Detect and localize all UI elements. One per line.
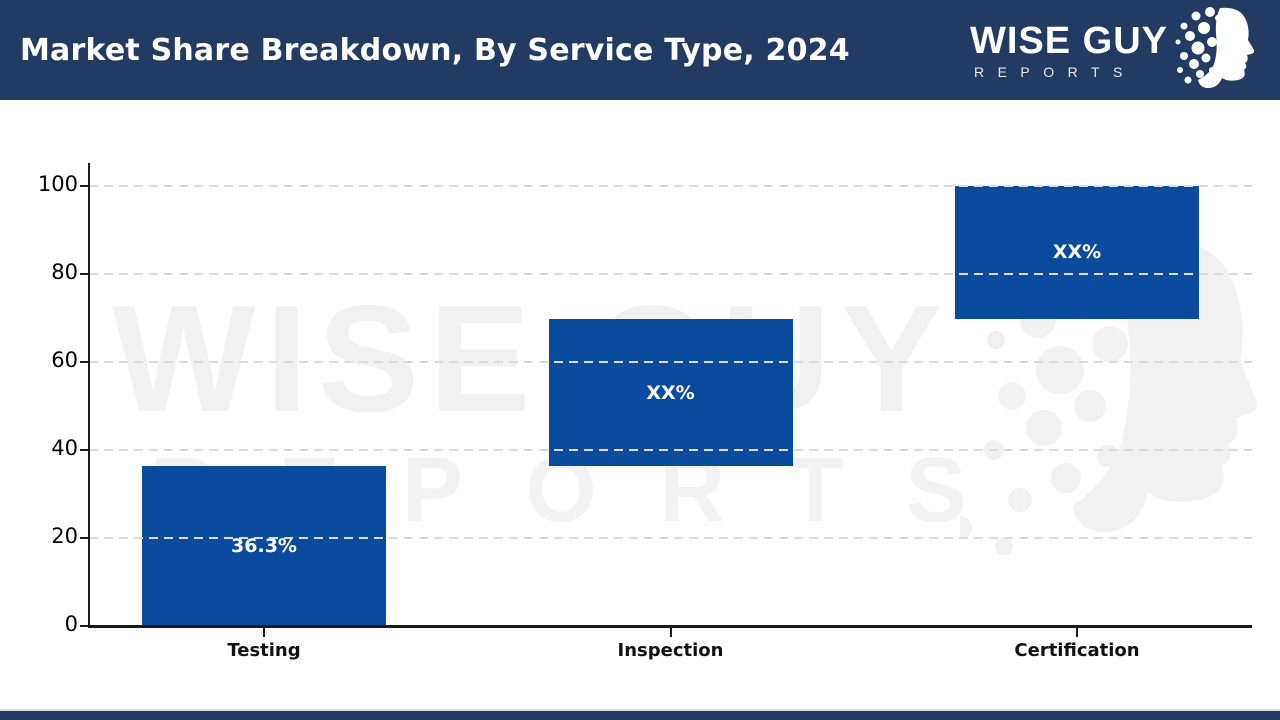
y-tick-mark-60 (80, 361, 89, 363)
x-category-label-testing: Testing (227, 640, 301, 661)
y-tick-label-20: 20 (51, 524, 78, 548)
bar-value-label-testing: 36.3% (231, 535, 297, 558)
x-category-label-certification: Certification (1014, 640, 1140, 661)
logo-wordmark: WISE GUY (969, 19, 1168, 62)
wise-guy-logo: WISE GUY REPORTS (970, 4, 1256, 96)
y-tick-mark-100 (80, 185, 89, 187)
gridline-60 (89, 361, 1252, 363)
x-tick-mark-inspection (669, 628, 672, 637)
gridline-40 (89, 449, 1252, 451)
y-tick-mark-20 (80, 537, 89, 539)
page-title: Market Share Breakdown, By Service Type,… (20, 32, 850, 68)
y-tick-mark-40 (80, 449, 89, 451)
x-category-label-inspection: Inspection (617, 640, 724, 661)
logo-text: WISE GUY REPORTS (970, 22, 1168, 79)
y-tick-label-60: 60 (51, 348, 78, 372)
y-tick-mark-0 (80, 625, 89, 627)
logo-subtitle: REPORTS (973, 63, 1136, 80)
x-tick-mark-certification (1076, 628, 1078, 637)
y-tick-label-0: 0 (64, 612, 78, 636)
bar-value-label-inspection: XX% (646, 381, 695, 404)
x-tick-mark-testing (263, 628, 265, 637)
y-tick-label-80: 80 (51, 260, 78, 284)
y-tick-mark-80 (80, 273, 89, 275)
bar-testing: 36.3% (142, 466, 386, 626)
bar-certification: XX% (955, 186, 1199, 319)
y-axis-line (88, 163, 90, 627)
y-tick-label-100: 100 (37, 172, 78, 196)
watermark-wordmark: WISE GUY (112, 274, 953, 444)
bar-inspection: XX% (548, 318, 793, 467)
logo-face-icon (1170, 4, 1256, 96)
x-axis-line (88, 625, 1252, 628)
y-tick-label-40: 40 (51, 436, 78, 460)
gridline-80 (89, 273, 1252, 275)
gridline-100 (89, 185, 1252, 187)
gridline-20 (89, 537, 1252, 539)
footer-bar (0, 709, 1280, 720)
header-bar: Market Share Breakdown, By Service Type,… (0, 0, 1280, 100)
bar-value-label-certification: XX% (1052, 241, 1102, 264)
